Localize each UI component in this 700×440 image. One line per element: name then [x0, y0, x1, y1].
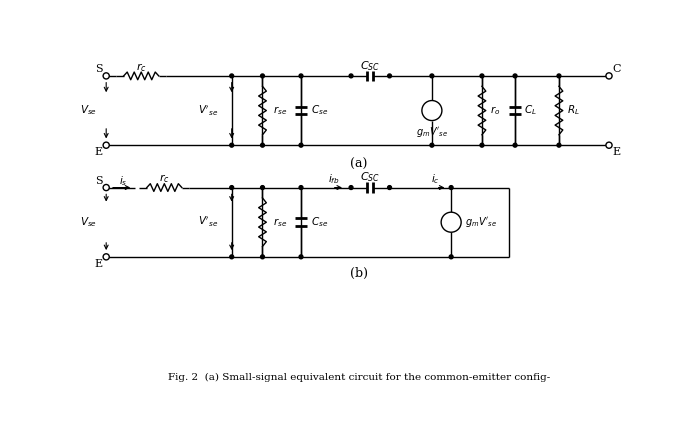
Circle shape [230, 186, 234, 190]
Text: S: S [94, 176, 102, 186]
Text: (a): (a) [350, 158, 368, 171]
Circle shape [299, 186, 303, 190]
Circle shape [441, 212, 461, 232]
Circle shape [388, 186, 391, 190]
Text: E: E [94, 259, 102, 269]
Circle shape [299, 74, 303, 78]
Circle shape [513, 74, 517, 78]
Text: $C_{se}$: $C_{se}$ [311, 104, 328, 117]
Circle shape [230, 143, 234, 147]
Circle shape [230, 74, 234, 78]
Circle shape [430, 74, 434, 78]
Text: $r_o$: $r_o$ [491, 104, 500, 117]
Text: Fig. 2  (a) Small-signal equivalent circuit for the common-emitter config-: Fig. 2 (a) Small-signal equivalent circu… [167, 373, 550, 382]
Circle shape [422, 100, 442, 121]
Text: $i_s$: $i_s$ [119, 174, 127, 187]
Circle shape [557, 74, 561, 78]
Circle shape [260, 143, 265, 147]
Text: $r_{se}$: $r_{se}$ [272, 104, 287, 117]
Text: S: S [94, 64, 102, 74]
Circle shape [260, 255, 265, 259]
Text: $g_m V'_{se}$: $g_m V'_{se}$ [416, 125, 448, 139]
Circle shape [103, 184, 109, 191]
Circle shape [606, 73, 612, 79]
Circle shape [349, 74, 353, 78]
Text: $V_{se}$: $V_{se}$ [80, 215, 97, 229]
Text: E: E [613, 147, 621, 157]
Text: $r_c$: $r_c$ [159, 172, 169, 186]
Text: $i_{fb}$: $i_{fb}$ [328, 172, 340, 186]
Circle shape [349, 186, 353, 190]
Text: $i_c$: $i_c$ [431, 172, 440, 186]
Text: C: C [613, 64, 622, 74]
Text: $C_L$: $C_L$ [524, 104, 536, 117]
Text: $V_{se}$: $V_{se}$ [80, 104, 97, 117]
Text: (b): (b) [350, 267, 368, 280]
Circle shape [480, 143, 484, 147]
Circle shape [449, 255, 453, 259]
Text: $V'_{se}$: $V'_{se}$ [197, 103, 218, 117]
Circle shape [388, 74, 391, 78]
Text: $r_{se}$: $r_{se}$ [272, 216, 287, 229]
Text: $C_{SC}$: $C_{SC}$ [360, 171, 380, 184]
Circle shape [299, 143, 303, 147]
Circle shape [103, 142, 109, 148]
Circle shape [103, 254, 109, 260]
Text: E: E [94, 147, 102, 157]
Text: $r_c$: $r_c$ [136, 61, 146, 74]
Text: $C_{SC}$: $C_{SC}$ [360, 59, 380, 73]
Text: $C_{se}$: $C_{se}$ [311, 215, 328, 229]
Text: $V'_{se}$: $V'_{se}$ [197, 215, 218, 229]
Circle shape [513, 143, 517, 147]
Circle shape [480, 74, 484, 78]
Circle shape [449, 186, 453, 190]
Circle shape [557, 143, 561, 147]
Text: $R_L$: $R_L$ [568, 104, 580, 117]
Circle shape [260, 74, 265, 78]
Circle shape [299, 255, 303, 259]
Circle shape [430, 143, 434, 147]
Text: $g_m V'_{se}$: $g_m V'_{se}$ [465, 215, 497, 229]
Circle shape [260, 186, 265, 190]
Circle shape [230, 255, 234, 259]
Circle shape [103, 73, 109, 79]
Circle shape [606, 142, 612, 148]
